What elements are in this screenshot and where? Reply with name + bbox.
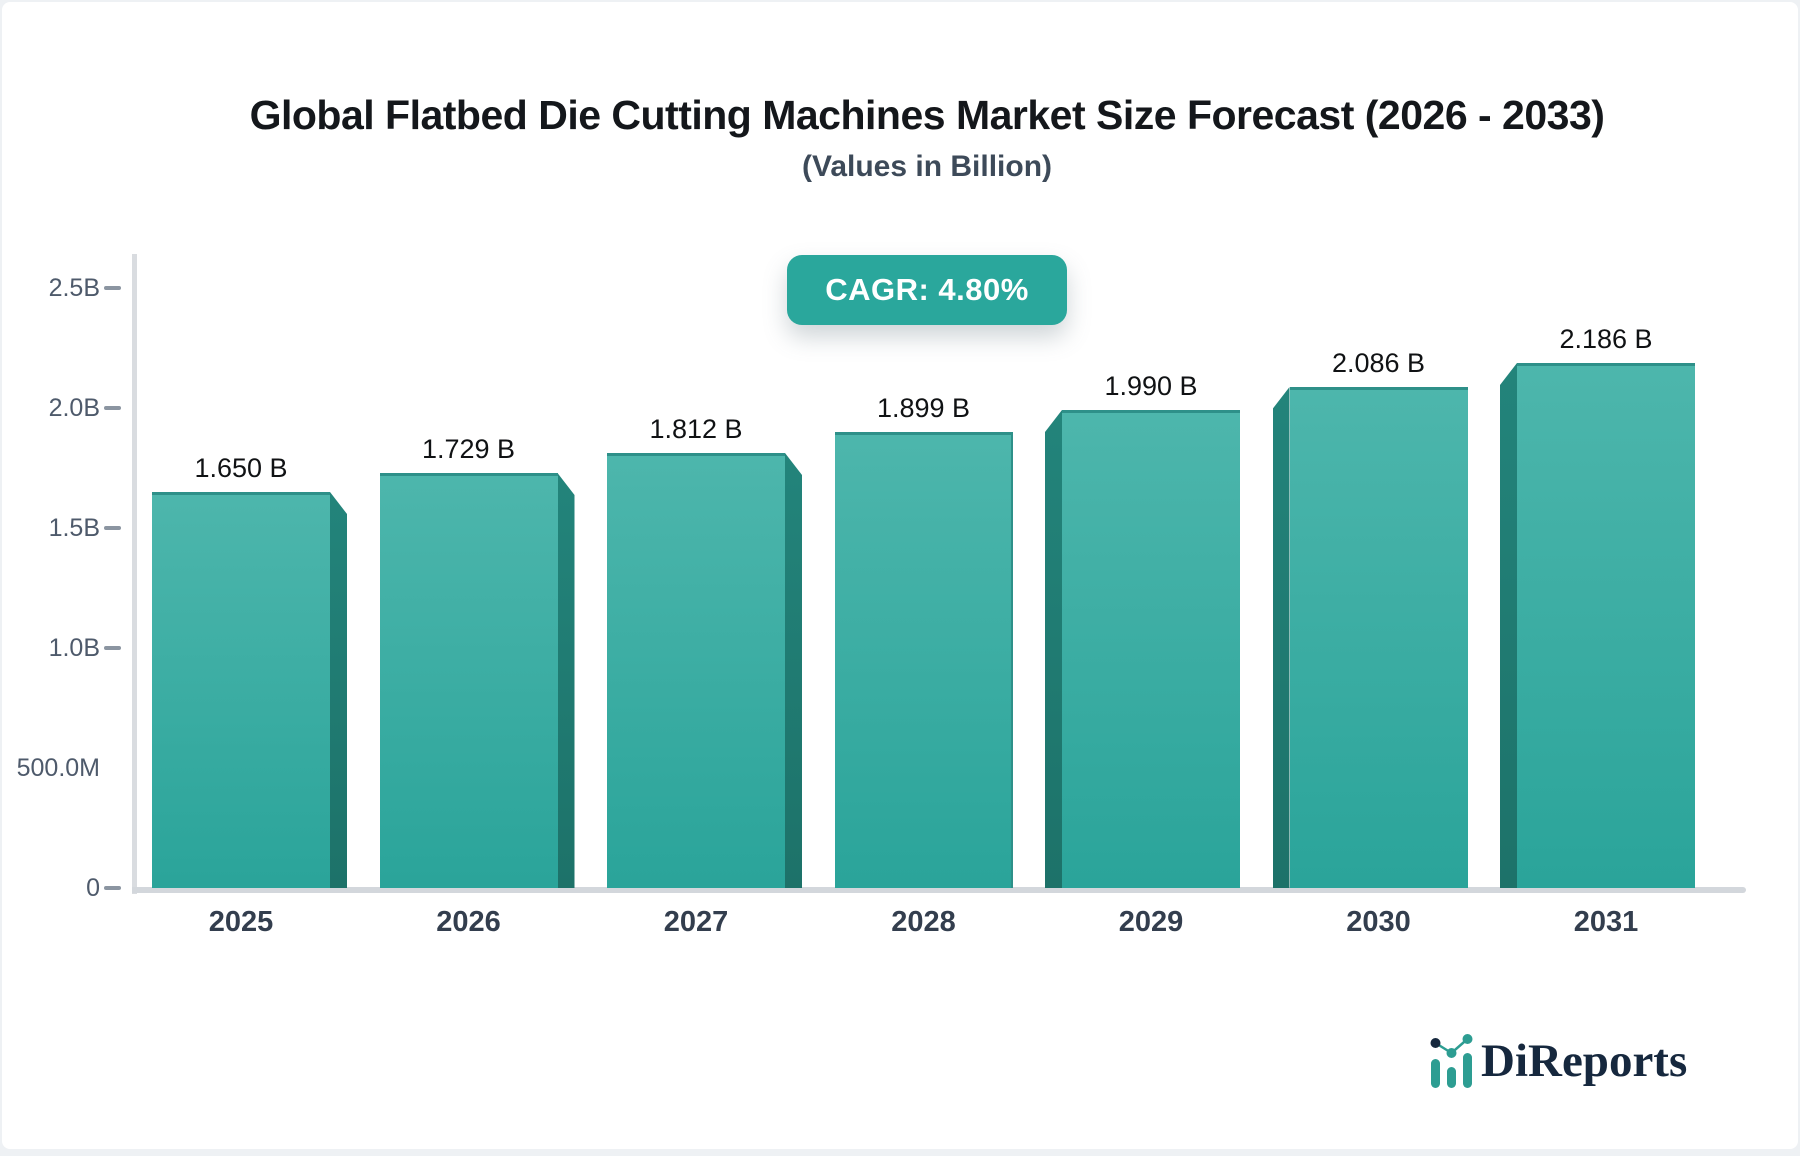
bar-2026[interactable]: [379, 473, 558, 888]
bar-value-label: 1.812 B: [649, 414, 743, 444]
y-axis-label: 500.0M: [16, 754, 100, 782]
bar-3d-side: [1045, 410, 1062, 888]
x-axis-baseline: [132, 887, 1746, 893]
y-axis-tick: [104, 886, 121, 890]
y-axis-tick: [104, 286, 121, 290]
x-axis-label: 2026: [436, 906, 501, 938]
y-axis-tick: [104, 406, 121, 410]
bar-3d-side: [330, 492, 347, 888]
brand-logo: DiReports: [1430, 1030, 1687, 1092]
bar-3d-side: [557, 473, 575, 888]
bar-value-label: 1.650 B: [194, 453, 288, 483]
cagr-badge: CAGR: 4.80%: [787, 255, 1067, 325]
y-axis-line: [132, 254, 137, 894]
bar-2031[interactable]: [1517, 363, 1695, 888]
bar-2030[interactable]: [1289, 387, 1468, 888]
x-axis-label: 2028: [891, 906, 956, 938]
x-axis-label: 2025: [208, 906, 274, 938]
bar-3d-side: [1272, 387, 1290, 888]
y-axis-label: 2.0B: [48, 394, 100, 422]
y-axis-tick: [104, 526, 121, 530]
page-title: Global Flatbed Die Cutting Machines Mark…: [249, 92, 1605, 138]
x-axis-label: 2029: [1118, 906, 1184, 938]
bar-2025[interactable]: [152, 492, 330, 888]
chart-subtitle: (Values in Billion): [801, 150, 1053, 183]
bar-3d-side: [785, 453, 802, 888]
brand-name: DiReports: [1481, 1035, 1688, 1087]
bar-2028[interactable]: [834, 432, 1013, 888]
bar-value-label: 1.729 B: [421, 434, 516, 464]
bar-2029[interactable]: [1062, 410, 1240, 888]
x-axis-label: 2027: [663, 906, 729, 938]
bar-value-label: 1.899 B: [876, 393, 971, 423]
y-axis-label: 1.5B: [48, 514, 100, 542]
x-axis-label: 2031: [1573, 906, 1639, 938]
y-axis-label: 1.0B: [48, 634, 100, 662]
bar-value-label: 2.086 B: [1331, 348, 1426, 378]
bar-value-label: 1.990 B: [1104, 371, 1198, 401]
y-axis-label: 0: [86, 874, 100, 902]
bar-value-label: 2.186 B: [1559, 324, 1653, 354]
bar-3d-side: [1500, 363, 1517, 888]
y-axis-label: 2.5B: [48, 274, 100, 302]
bar-chart-logo-icon: [1430, 1034, 1473, 1088]
x-axis-label: 2030: [1346, 906, 1411, 938]
bar-2027[interactable]: [607, 453, 785, 888]
y-axis-tick: [104, 646, 121, 650]
cagr-badge-row: CAGR: 4.80%: [56, 255, 1798, 325]
